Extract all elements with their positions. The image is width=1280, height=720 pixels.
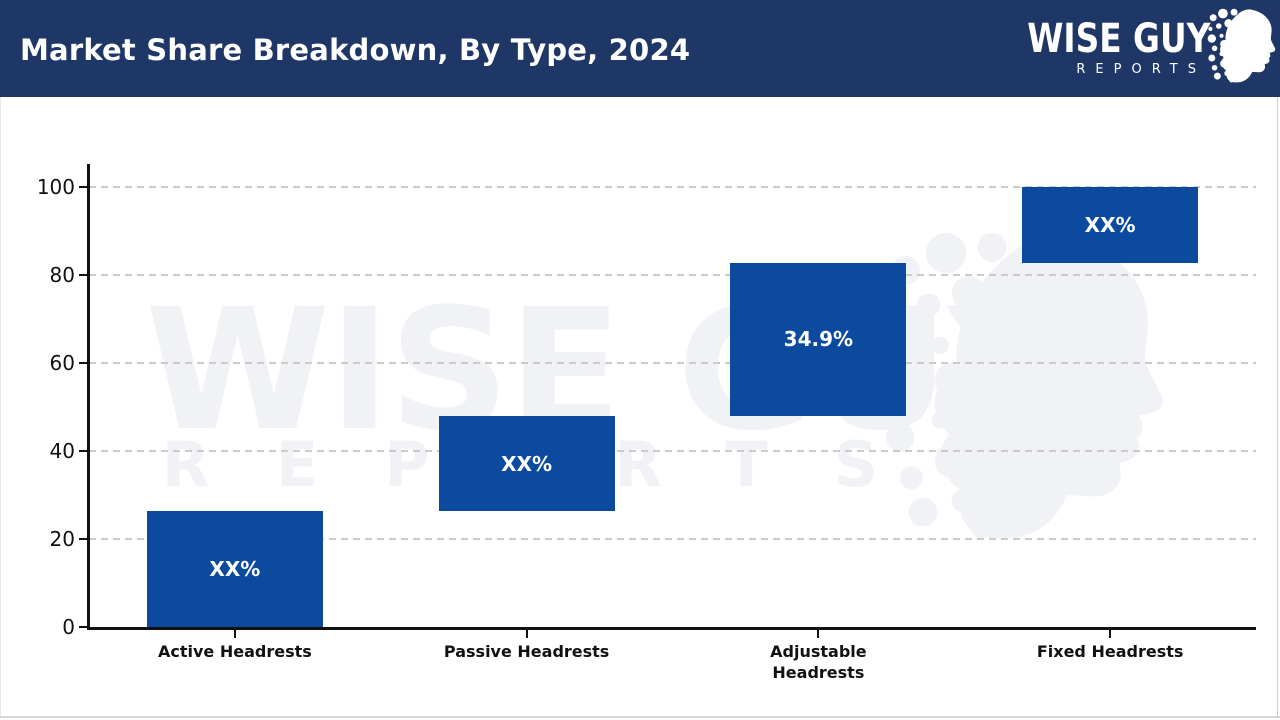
y-tick-label: 0: [62, 615, 75, 639]
bar-value-label: 34.9%: [783, 327, 854, 352]
right-border: [1277, 97, 1278, 717]
y-tick: [79, 450, 89, 452]
x-category-label: Adjustable Headrests: [770, 642, 867, 682]
x-tick: [1109, 630, 1112, 638]
bar-fixed-headrests: XX%: [1022, 187, 1199, 263]
gridline-60: [89, 362, 1256, 364]
bottom-border: [0, 716, 1280, 718]
wise-guy-reports-logo: WISE GUY REPORTS: [1020, 0, 1280, 97]
gridline-100: [89, 186, 1256, 188]
bar-passive-headrests: XX%: [438, 416, 615, 512]
x-category-label: Fixed Headrests: [1036, 642, 1184, 661]
logo-subtext: REPORTS: [1076, 62, 1206, 77]
y-axis-line: [87, 164, 90, 630]
y-tick-label: 20: [49, 527, 75, 551]
y-tick: [79, 186, 89, 188]
chart-title: Market Share Breakdown, By Type, 2024: [20, 33, 691, 67]
y-tick-label: 100: [36, 175, 75, 199]
bar-value-label: XX%: [501, 451, 553, 476]
x-category-label: Passive Headrests: [443, 642, 610, 661]
bar-value-label: XX%: [1084, 212, 1136, 237]
gridline-20: [89, 538, 1256, 540]
y-tick: [79, 362, 89, 364]
y-tick-label: 40: [49, 439, 75, 463]
gridline-80: [89, 274, 1256, 276]
x-tick: [817, 630, 820, 638]
x-tick: [233, 630, 236, 638]
bar-value-label: XX%: [209, 557, 261, 582]
y-tick: [79, 626, 89, 628]
gridline-40: [89, 450, 1256, 452]
bar-adjustable-headrests: 34.9%: [730, 262, 907, 417]
header-bar: Market Share Breakdown, By Type, 2024 WI…: [0, 0, 1280, 97]
logo-wordmark: WISE GUY: [1026, 16, 1210, 62]
y-tick-label: 60: [49, 351, 75, 375]
y-tick: [79, 538, 89, 540]
x-axis-line: [89, 627, 1256, 630]
logo-face-icon: [1206, 8, 1276, 90]
x-category-label: Active Headrests: [157, 642, 312, 661]
y-tick: [79, 274, 89, 276]
bar-active-headrests: XX%: [146, 511, 323, 627]
x-tick: [525, 630, 528, 638]
y-tick-label: 80: [49, 263, 75, 287]
left-border: [0, 97, 1, 717]
